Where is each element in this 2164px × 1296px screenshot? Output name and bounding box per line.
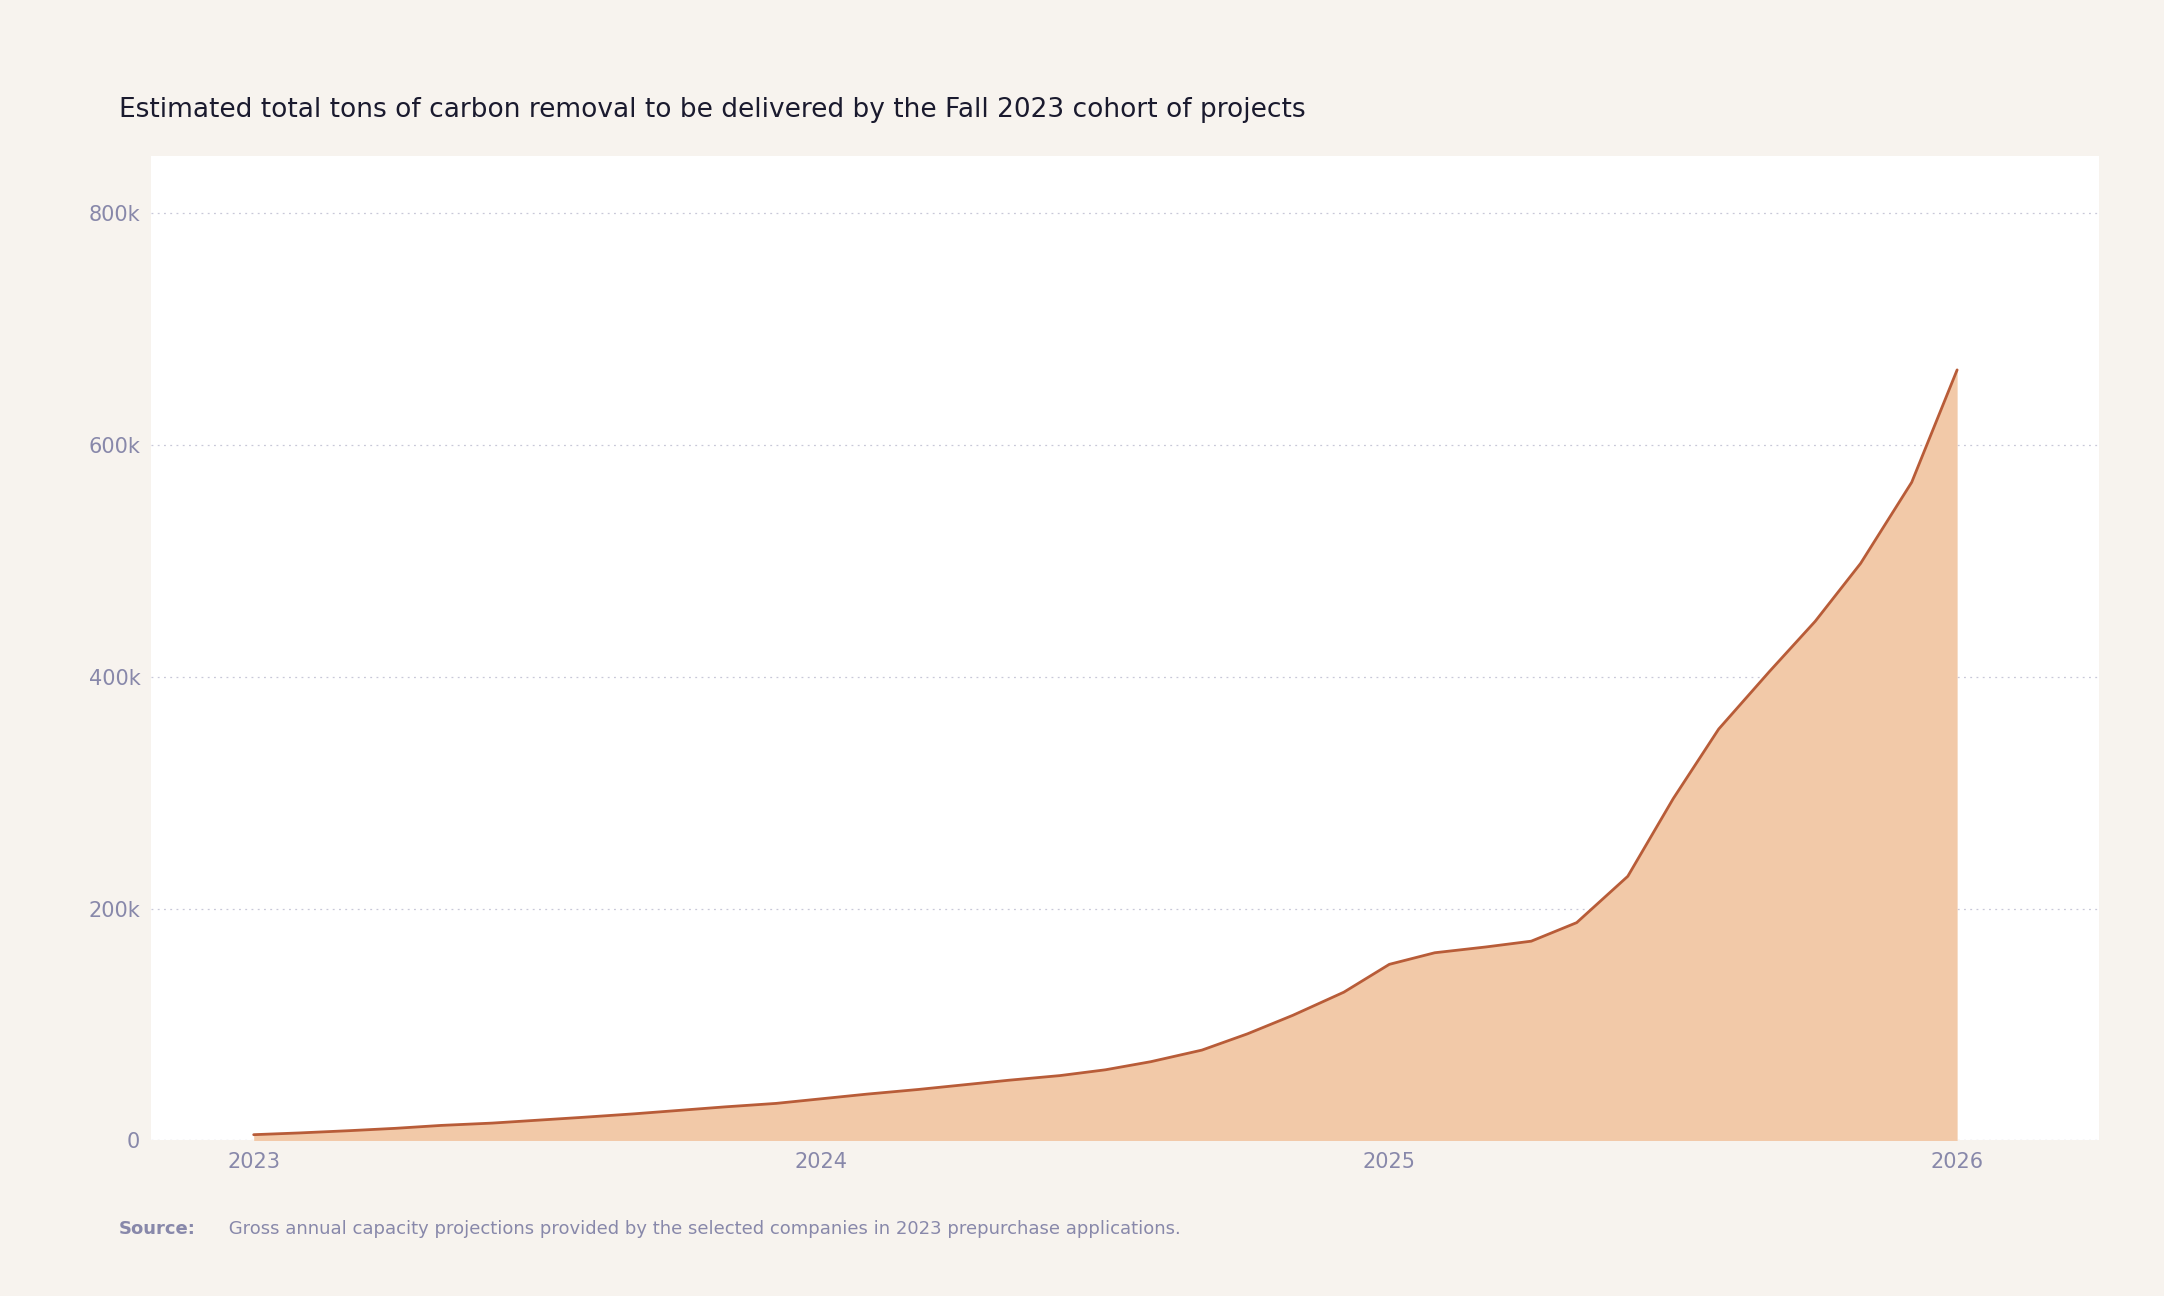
Text: Source:: Source: [119,1220,197,1238]
Text: Gross annual capacity projections provided by the selected companies in 2023 pre: Gross annual capacity projections provid… [223,1220,1182,1238]
Text: Estimated total tons of carbon removal to be delivered by the Fall 2023 cohort o: Estimated total tons of carbon removal t… [119,97,1305,123]
